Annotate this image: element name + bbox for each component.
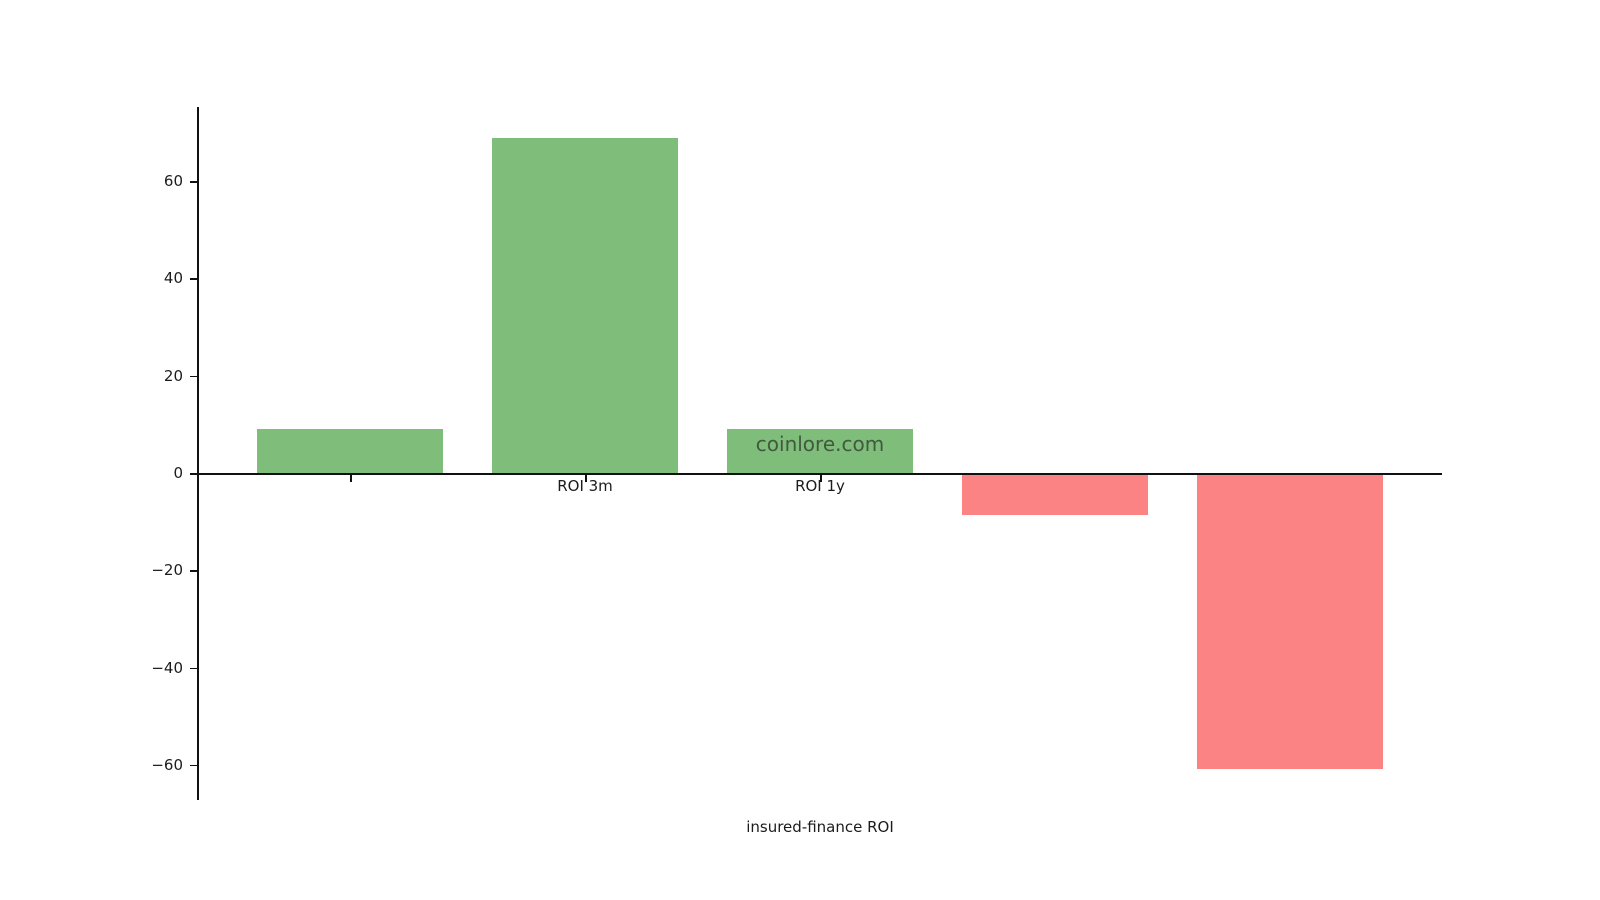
x-axis-zero-line <box>198 473 1442 475</box>
chart-xlabel: insured-finance ROI <box>746 818 894 836</box>
y-tick-label: −40 <box>151 658 183 677</box>
bar-roi-1y <box>727 429 913 473</box>
bar-index-3 <box>962 474 1148 515</box>
bar-index-0 <box>257 429 443 473</box>
watermark-text: coinlore.com <box>755 432 885 456</box>
y-tick-mark <box>190 473 197 475</box>
x-tick-mark <box>585 474 587 482</box>
y-tick-label: −20 <box>151 561 183 580</box>
x-tick-label: ROI 1y <box>795 477 845 495</box>
y-axis-spine <box>197 107 199 800</box>
y-tick-label: 20 <box>163 366 183 385</box>
y-tick-mark <box>190 181 197 183</box>
y-tick-label: 0 <box>173 464 183 482</box>
y-tick-mark <box>190 764 197 767</box>
bar-roi-3m <box>492 138 678 473</box>
x-tick-mark <box>350 474 352 482</box>
y-tick-mark <box>190 667 197 670</box>
bar-index-4 <box>1197 474 1383 770</box>
x-tick-mark <box>820 474 822 482</box>
y-tick-mark <box>190 570 197 572</box>
y-tick-mark <box>190 278 197 280</box>
x-tick-label: ROI 3m <box>557 477 613 495</box>
y-tick-mark <box>190 375 197 378</box>
y-tick-label: 60 <box>163 172 183 191</box>
y-tick-label: 40 <box>163 269 183 288</box>
y-tick-label: −60 <box>151 755 183 774</box>
